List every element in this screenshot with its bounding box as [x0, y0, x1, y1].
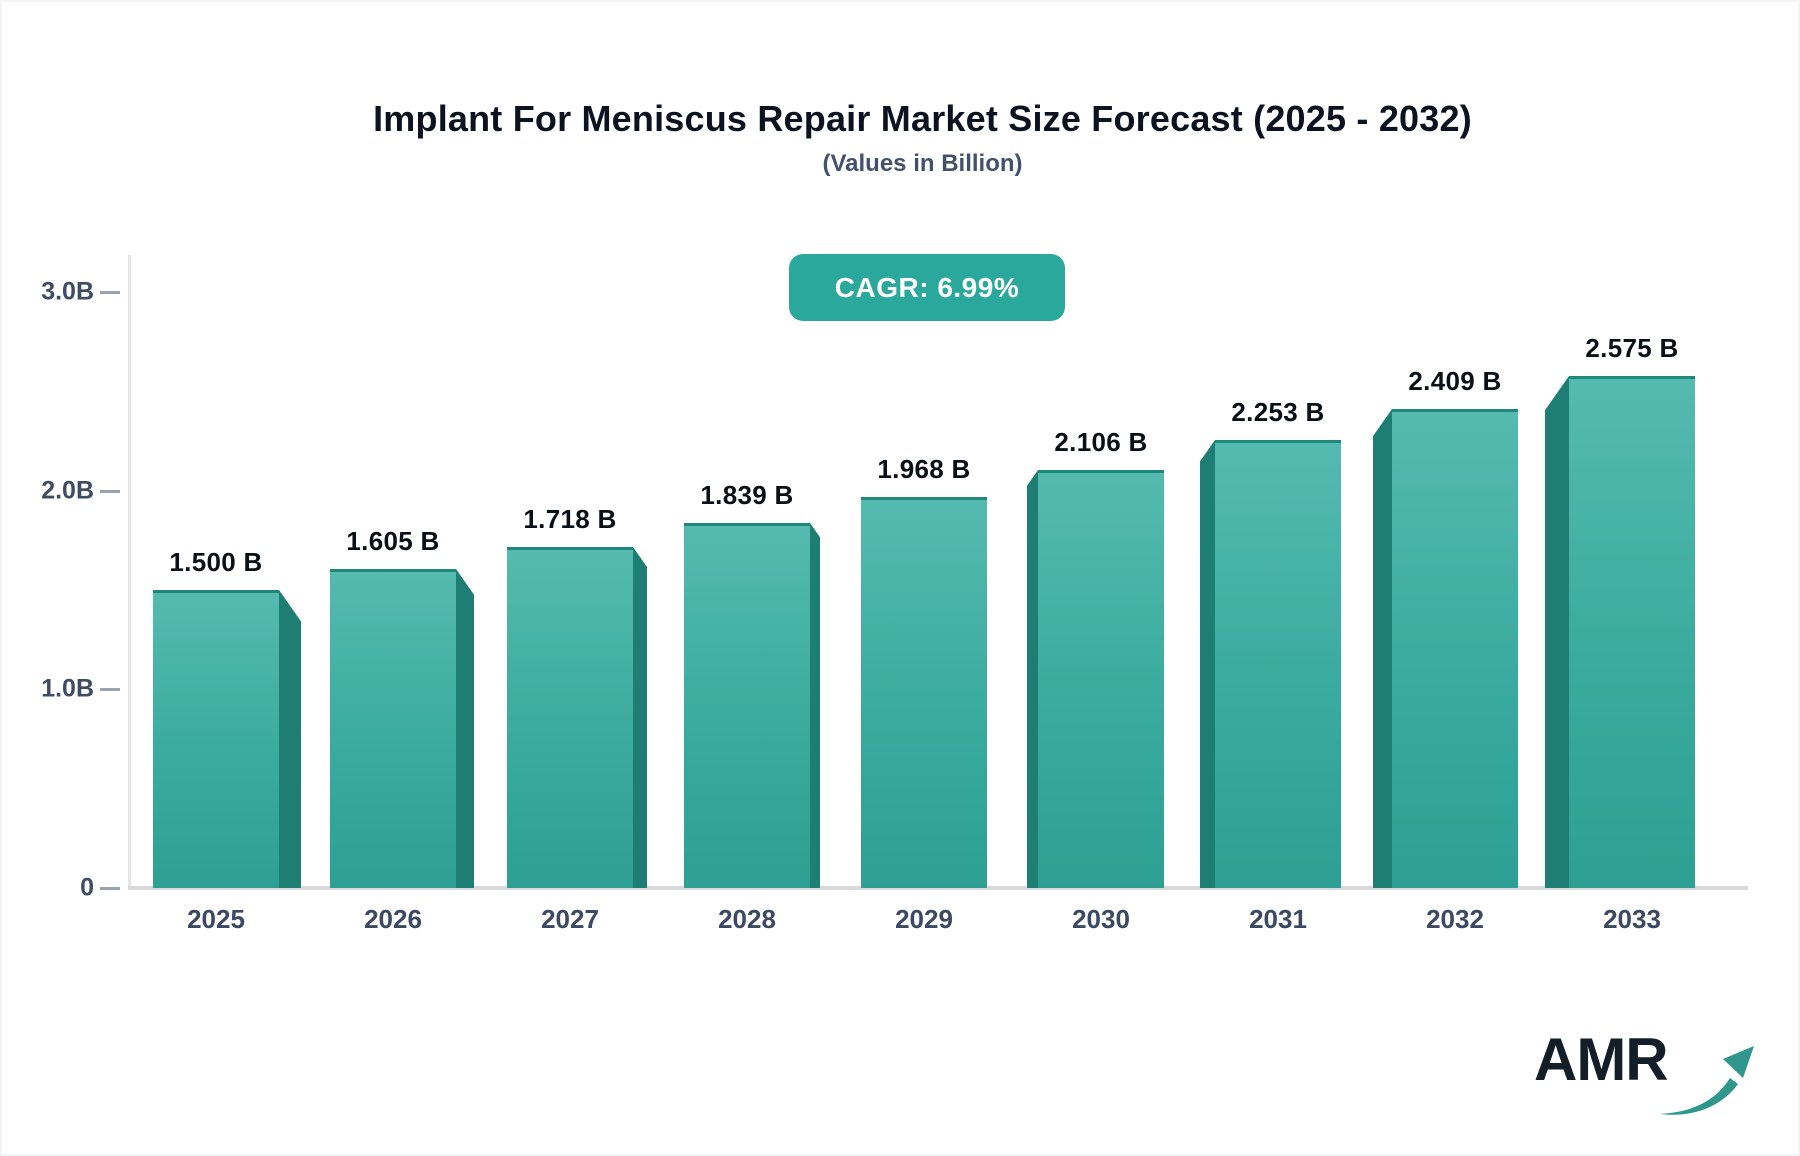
bar-front-face	[861, 497, 987, 888]
x-axis-label: 2026	[364, 904, 422, 934]
bar-side-face	[279, 590, 301, 888]
y-axis-tick-mark	[100, 887, 120, 890]
bar-side-face	[810, 523, 820, 888]
bar-value-label: 2.409 B	[1408, 366, 1502, 396]
brand-logo: AMR	[1534, 1030, 1758, 1118]
growth-arrow-icon	[1659, 1046, 1754, 1115]
y-axis-tick-label: 3.0B	[41, 277, 94, 306]
bar	[1027, 470, 1164, 888]
bar	[153, 590, 301, 888]
cagr-badge: CAGR: 6.99%	[789, 254, 1065, 321]
bar-side-face	[633, 547, 647, 888]
y-axis-tick-mark	[100, 291, 120, 294]
bar-front-face	[330, 569, 456, 888]
x-axis-label: 2025	[187, 904, 245, 934]
y-axis-tick-mark	[100, 489, 120, 493]
chart-subtitle: (Values in Billion)	[822, 150, 1023, 177]
y-axis-tick-label: 2.0B	[41, 476, 94, 505]
bar	[330, 569, 474, 888]
bar-value-label: 1.500 B	[169, 547, 263, 577]
x-axis-line	[128, 886, 1748, 890]
y-axis-tick-label: 0	[80, 873, 94, 902]
bar-value-label: 1.968 B	[877, 454, 971, 484]
bar-side-face	[456, 569, 474, 888]
y-axis-tick-label: 1.0B	[41, 674, 94, 703]
bar	[507, 547, 647, 888]
y-axis-tick-mark	[100, 688, 120, 692]
bar	[1200, 440, 1341, 888]
x-axis-label: 2027	[541, 904, 599, 934]
bar-side-face	[1027, 470, 1038, 888]
bar-value-label: 2.106 B	[1054, 427, 1148, 457]
bar	[1373, 409, 1518, 888]
bar-side-face	[1545, 376, 1569, 888]
chart-title: Implant For Meniscus Repair Market Size …	[373, 98, 1472, 139]
bar-value-label: 1.839 B	[700, 480, 794, 510]
x-axis-label: 2029	[895, 904, 953, 934]
bar-value-label: 2.575 B	[1585, 333, 1679, 363]
bar-front-face	[1038, 470, 1164, 888]
bar	[1545, 376, 1695, 888]
bar-front-face	[1215, 440, 1341, 888]
bar-front-face	[507, 547, 633, 888]
bar-value-label: 1.605 B	[346, 526, 440, 556]
bar-front-face	[684, 523, 810, 888]
x-axis-label: 2030	[1072, 904, 1130, 934]
y-axis-line	[128, 255, 131, 890]
x-axis-label: 2028	[718, 904, 776, 934]
bar-side-face	[1200, 440, 1215, 888]
bar-value-label: 1.718 B	[523, 504, 617, 534]
bar-front-face	[1569, 376, 1695, 888]
bar-value-label: 2.253 B	[1231, 397, 1325, 427]
logo-text: AMR	[1534, 1026, 1669, 1093]
bar-front-face	[153, 590, 279, 888]
x-axis-label: 2031	[1249, 904, 1307, 934]
bar-front-face	[1392, 409, 1518, 888]
x-axis-label: 2032	[1426, 904, 1484, 934]
x-axis-label: 2033	[1603, 904, 1661, 934]
bar	[861, 497, 987, 888]
bar-side-face	[1373, 409, 1392, 888]
bar	[684, 523, 820, 888]
